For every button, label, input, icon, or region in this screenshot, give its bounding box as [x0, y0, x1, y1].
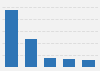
- Bar: [63, 59, 75, 67]
- Bar: [5, 10, 18, 67]
- Bar: [25, 39, 37, 67]
- Bar: [82, 60, 95, 67]
- Bar: [44, 58, 56, 67]
